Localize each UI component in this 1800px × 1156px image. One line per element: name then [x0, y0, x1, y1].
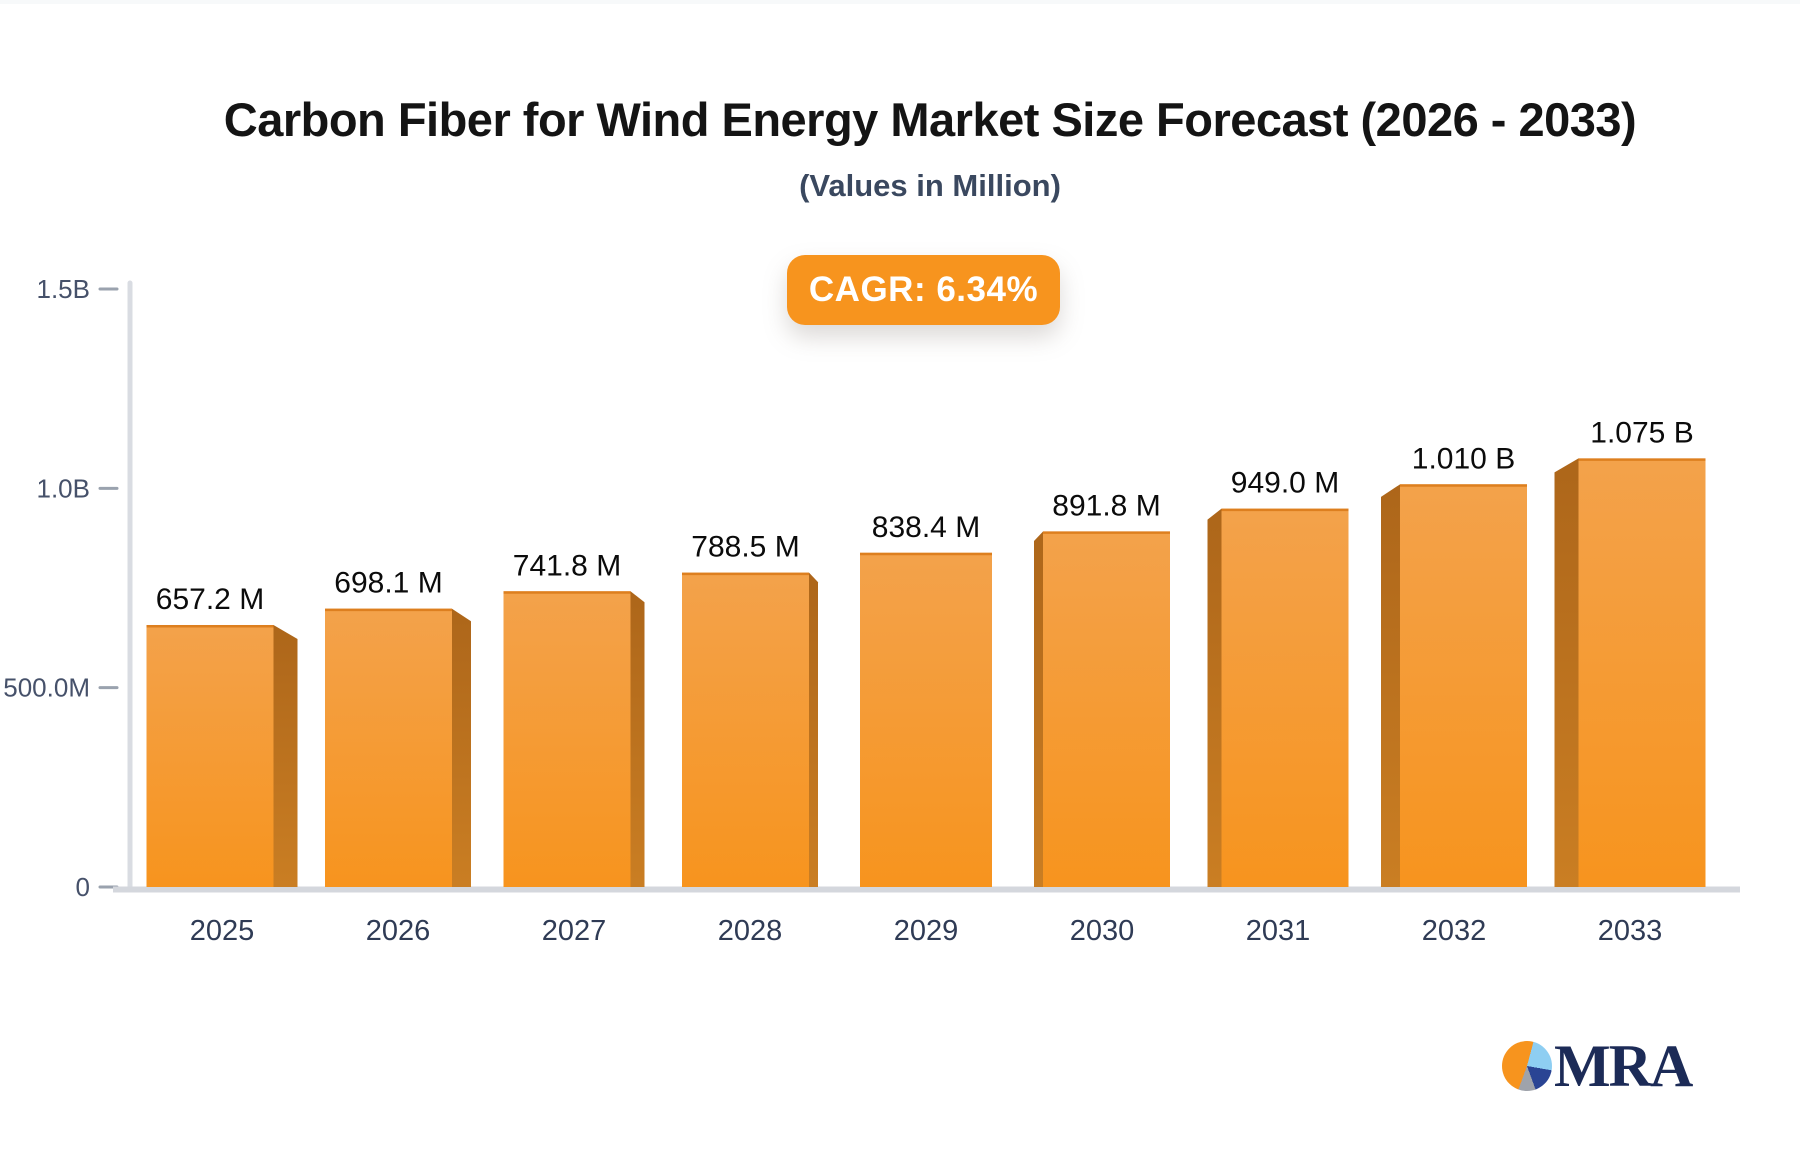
x-axis-label: 2028: [718, 915, 783, 947]
bar: [325, 608, 452, 887]
pie-chart-logo-icon: [1502, 1041, 1552, 1091]
bar: [1043, 531, 1170, 887]
bar-side: [273, 624, 298, 887]
bar: [682, 572, 809, 887]
bar-side: [452, 608, 471, 887]
bar: [1400, 484, 1527, 887]
bar-value-label: 788.5 M: [691, 531, 799, 564]
x-axis-label: 2030: [1070, 915, 1135, 947]
x-axis-label: 2032: [1422, 915, 1487, 947]
x-axis-label: 2026: [366, 915, 431, 947]
bar: [1221, 508, 1349, 887]
bar-side: [1034, 531, 1043, 887]
chart-title: Carbon Fiber for Wind Energy Market Size…: [223, 93, 1637, 146]
chart-subtitle: (Values in Million): [799, 168, 1061, 203]
bar-value-label: 698.1 M: [334, 567, 442, 600]
bar-side: [630, 591, 645, 887]
bar: [503, 591, 631, 887]
bar-value-label: 657.2 M: [156, 583, 264, 616]
x-axis-label: 2029: [894, 915, 959, 947]
bar-value-label: 838.4 M: [872, 511, 980, 544]
bar-side: [809, 572, 818, 887]
bar: [146, 624, 274, 887]
cagr-badge-label: CAGR: 6.34%: [808, 270, 1039, 309]
x-axis-label: 2025: [190, 915, 255, 947]
bar-value-label: 1.075 B: [1590, 416, 1693, 449]
x-axis-label: 2027: [542, 915, 607, 947]
bar-value-label: 1.010 B: [1412, 442, 1515, 475]
y-axis-label: 1.0B: [37, 473, 91, 503]
bar-value-label: 741.8 M: [513, 549, 621, 582]
cagr-badge: CAGR: 6.34%: [787, 255, 1060, 325]
brand-logo-text: MRA: [1554, 1033, 1693, 1099]
y-axis-label: 1.5B: [37, 274, 91, 304]
bar-side: [1207, 508, 1222, 887]
bar-side: [1554, 458, 1579, 887]
y-axis-label: 500.0M: [3, 673, 90, 703]
y-axis-label: 0: [76, 872, 90, 902]
brand-logo: MRA: [1502, 1033, 1693, 1099]
bar-value-label: 891.8 M: [1052, 489, 1160, 522]
bar-side: [1381, 484, 1400, 887]
x-axis-label: 2033: [1598, 915, 1663, 947]
bar: [1578, 458, 1706, 887]
x-axis-label: 2031: [1246, 915, 1311, 947]
bar: [860, 552, 992, 887]
bar-value-label: 949.0 M: [1231, 467, 1339, 500]
